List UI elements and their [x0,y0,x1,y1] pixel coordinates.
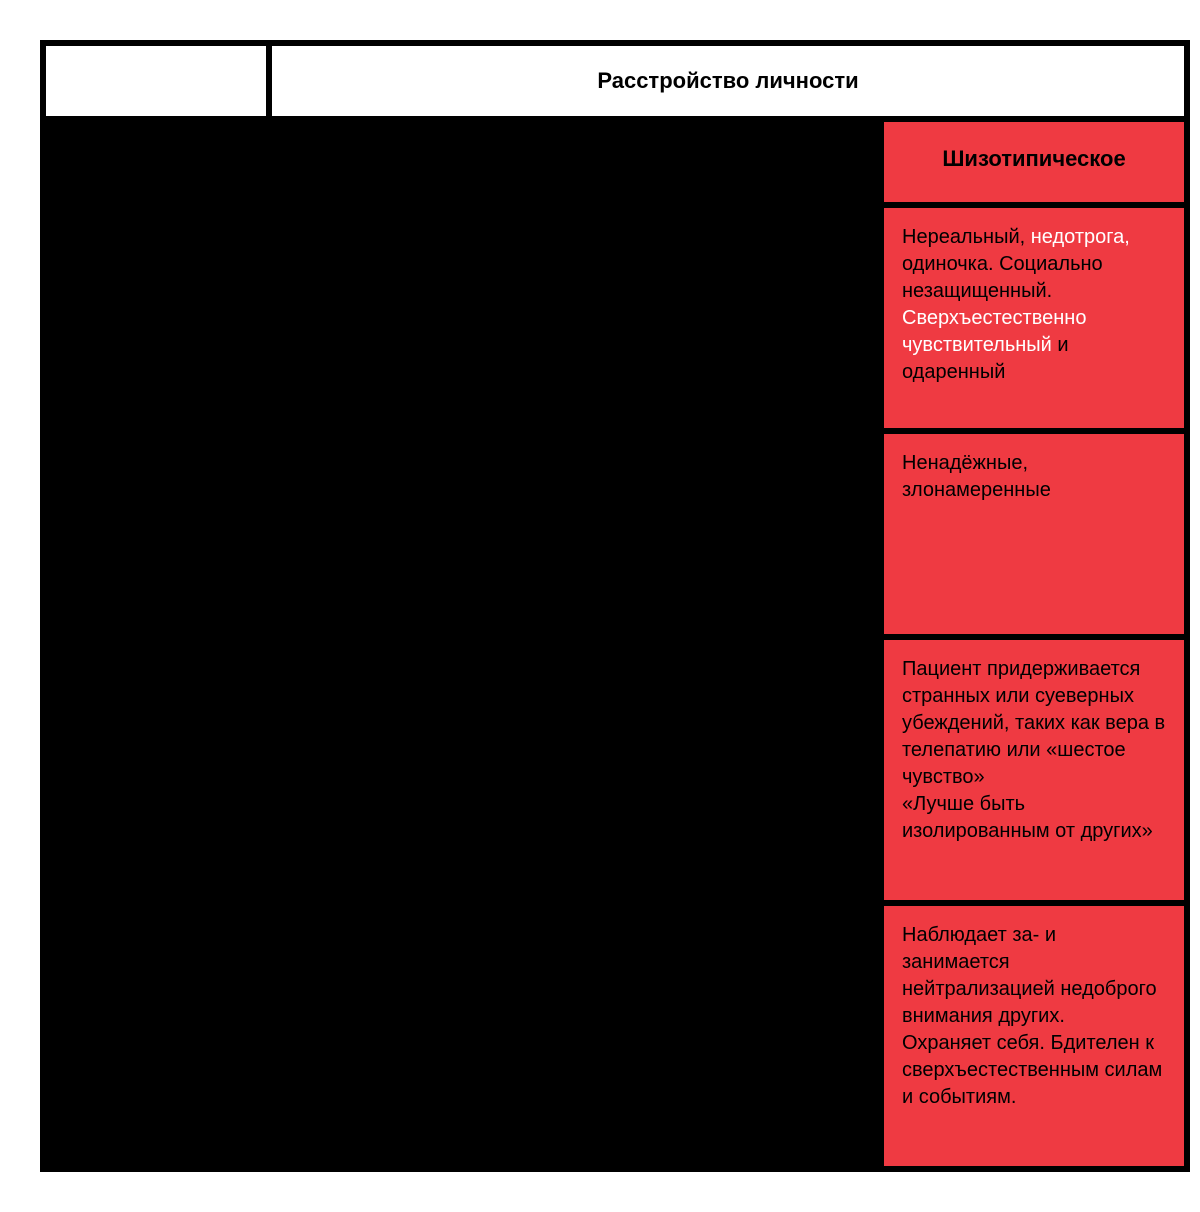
r4-stub [46,640,266,900]
header-row: Расстройство личности [46,46,1184,116]
stub-top-left [46,46,266,116]
table: Расстройство личности Шизотипическое Нер… [40,40,1190,1172]
personality-disorder-table: Расстройство личности Шизотипическое Нер… [40,40,1160,1172]
row-4: Пациент придерживается странных или суев… [46,640,1184,900]
r5-c1 [272,906,572,1166]
subheader-c2 [578,122,878,202]
r2-c3-text-a: Нереальный, [902,226,1031,248]
r2-c3-self-view: Нереальный, недотрога, одиночка. Социаль… [884,208,1184,428]
subheader-c3-schizotypal: Шизотипическое [884,122,1184,202]
r2-c3-hl1: недотрога, [1031,226,1130,248]
r5-c3-p1: Наблюдает за- и занимается нейтрализацие… [902,922,1166,1030]
subheader-stub [46,122,266,202]
subheader-c1 [272,122,572,202]
r2-c2 [578,208,878,428]
r5-c3-p2: Охраняет себя. Бдителен к сверхъестестве… [902,1030,1166,1111]
r3-c3-others-view: Ненадёжные, злонамеренные [884,434,1184,634]
r4-c3-p1: Пациент придерживается странных или суев… [902,656,1166,791]
r4-c3-p2: «Лучше быть изолированным от других» [902,791,1166,845]
r4-c3-beliefs: Пациент придерживается странных или суев… [884,640,1184,900]
row-5: Наблюдает за- и занимается нейтрализацие… [46,906,1184,1166]
r2-c1 [272,208,572,428]
r5-stub [46,906,266,1166]
r3-c2 [578,434,878,634]
r2-stub [46,208,266,428]
main-header: Расстройство личности [272,46,1184,116]
r4-c1 [272,640,572,900]
row-2: Нереальный, недотрога, одиночка. Социаль… [46,208,1184,428]
row-3: Ненадёжные, злонамеренные [46,434,1184,634]
r5-c2 [578,906,878,1166]
r2-c3-text-b: одиночка. Социально незащищенный. [902,253,1103,302]
r5-c3-strategy: Наблюдает за- и занимается нейтрализацие… [884,906,1184,1166]
r3-stub [46,434,266,634]
subheader-row: Шизотипическое [46,122,1184,202]
r3-c1 [272,434,572,634]
r4-c2 [578,640,878,900]
